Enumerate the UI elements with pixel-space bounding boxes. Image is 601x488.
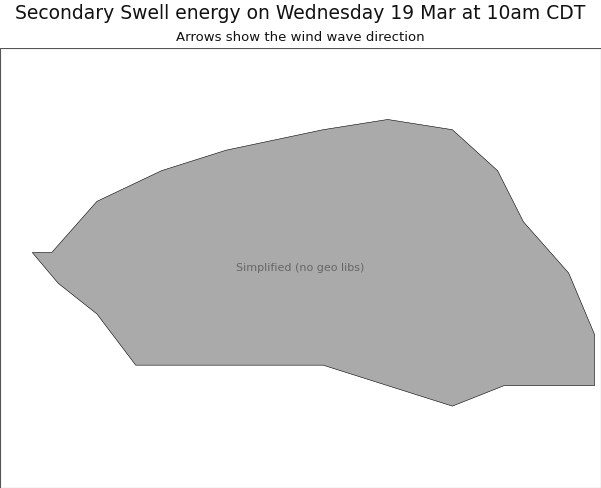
Text: Simplified (no geo libs): Simplified (no geo libs) (236, 263, 365, 273)
Bar (0, 48, 601, 488)
Polygon shape (32, 120, 594, 406)
Text: Secondary Swell energy on Wednesday 19 Mar at 10am CDT: Secondary Swell energy on Wednesday 19 M… (15, 4, 586, 23)
Text: Arrows show the wind wave direction: Arrows show the wind wave direction (176, 31, 425, 44)
